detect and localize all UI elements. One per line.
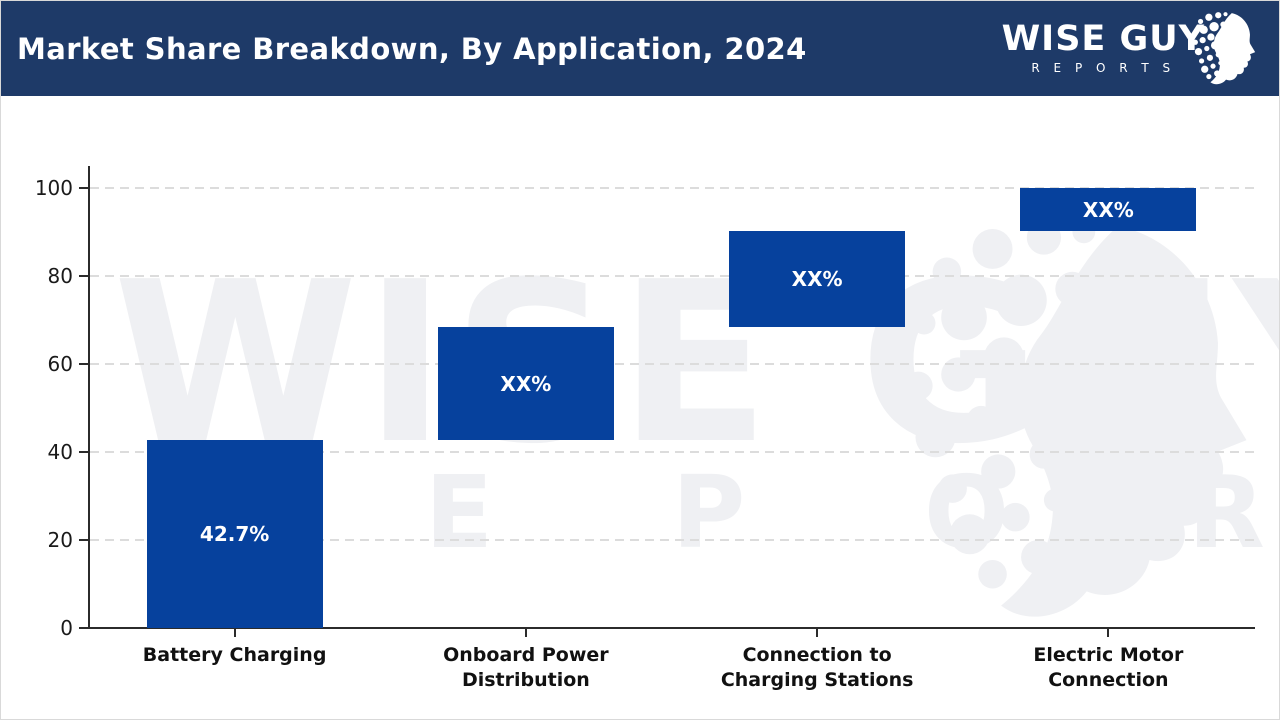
logo-text: WISE GUY R E P O R T S (1001, 19, 1205, 76)
bar-value-label: XX% (500, 371, 552, 396)
x-axis-category-label: Connection to Charging Stations (720, 644, 914, 691)
y-axis-tick-label: 0 (60, 616, 73, 640)
y-axis-tick (79, 539, 88, 541)
wise-guy-reports-logo: WISE GUY R E P O R T S (1002, 10, 1259, 88)
y-axis-line (88, 166, 90, 629)
waterfall-bar: XX% (729, 231, 906, 328)
x-axis-tick (233, 629, 236, 637)
bar-value-label: XX% (791, 267, 843, 292)
header-band: Market Share Breakdown, By Application, … (1, 1, 1279, 96)
logo-subtext: R E P O R T S (1031, 61, 1176, 75)
page-title: Market Share Breakdown, By Application, … (17, 31, 807, 66)
y-axis-tick (79, 187, 88, 189)
waterfall-bar: XX% (1020, 188, 1197, 232)
x-axis-tick (524, 629, 527, 637)
gridline (90, 539, 1254, 541)
logo-face-icon (1192, 11, 1256, 84)
y-axis-tick-label: 80 (47, 264, 73, 288)
x-axis-tick (816, 629, 819, 637)
y-axis-tick (79, 275, 88, 277)
x-axis-category-label: Electric Motor Connection (1033, 644, 1184, 691)
y-axis-tick (79, 451, 88, 453)
gridline (90, 187, 1254, 189)
y-axis-tick-label: 100 (34, 176, 73, 200)
y-axis-tick-label: 40 (47, 440, 73, 464)
y-axis-tick (79, 363, 88, 365)
bar-value-label: XX% (1082, 197, 1134, 222)
x-axis-category-label: Battery Charging (142, 644, 327, 666)
waterfall-bar: 42.7% (146, 440, 323, 628)
logo-wordmark: WISE GUY (1001, 19, 1205, 59)
gridline (90, 451, 1254, 453)
gridline (90, 275, 1254, 277)
x-axis-tick (1107, 629, 1110, 637)
gridline (90, 363, 1254, 365)
y-axis-tick-label: 60 (47, 352, 73, 376)
bar-value-label: 42.7% (199, 522, 270, 547)
x-axis-line (88, 627, 1255, 629)
y-axis-tick-label: 20 (47, 528, 73, 552)
x-axis-category-label: Onboard Power Distribution (443, 644, 609, 691)
y-axis-tick (79, 627, 88, 629)
waterfall-bar: XX% (437, 327, 614, 441)
